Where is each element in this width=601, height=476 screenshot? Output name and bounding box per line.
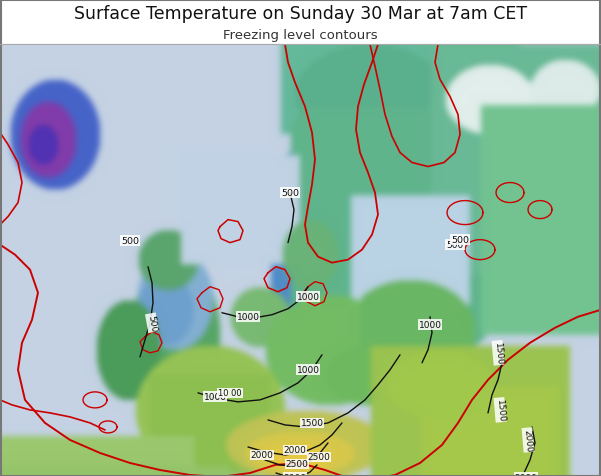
Text: 2000: 2000 bbox=[514, 473, 537, 476]
Text: 1000: 1000 bbox=[418, 321, 442, 329]
Text: 3000: 3000 bbox=[284, 473, 307, 476]
Text: 1000: 1000 bbox=[296, 366, 320, 375]
Text: 2000: 2000 bbox=[251, 450, 273, 459]
Text: 1000: 1000 bbox=[237, 313, 260, 322]
Text: 10 00: 10 00 bbox=[218, 388, 242, 397]
Text: Freezing level contours: Freezing level contours bbox=[223, 29, 378, 42]
Text: 1500: 1500 bbox=[492, 341, 504, 365]
Text: 500: 500 bbox=[451, 236, 469, 245]
Text: 500: 500 bbox=[146, 314, 158, 332]
Text: Surface Temperature on Sunday 30 Mar at 7am CET: Surface Temperature on Sunday 30 Mar at … bbox=[74, 5, 527, 22]
Text: 2000: 2000 bbox=[522, 428, 534, 452]
Text: 1500: 1500 bbox=[495, 398, 505, 422]
Text: 500: 500 bbox=[447, 241, 463, 249]
Text: 500: 500 bbox=[281, 188, 299, 198]
Text: 2500: 2500 bbox=[285, 459, 308, 468]
Text: 500: 500 bbox=[121, 237, 139, 246]
Text: 1500: 1500 bbox=[300, 418, 323, 427]
Text: 1000: 1000 bbox=[296, 293, 320, 302]
Text: 1000: 1000 bbox=[204, 393, 227, 402]
Text: 2500: 2500 bbox=[308, 453, 331, 462]
Text: 2000: 2000 bbox=[284, 446, 307, 455]
